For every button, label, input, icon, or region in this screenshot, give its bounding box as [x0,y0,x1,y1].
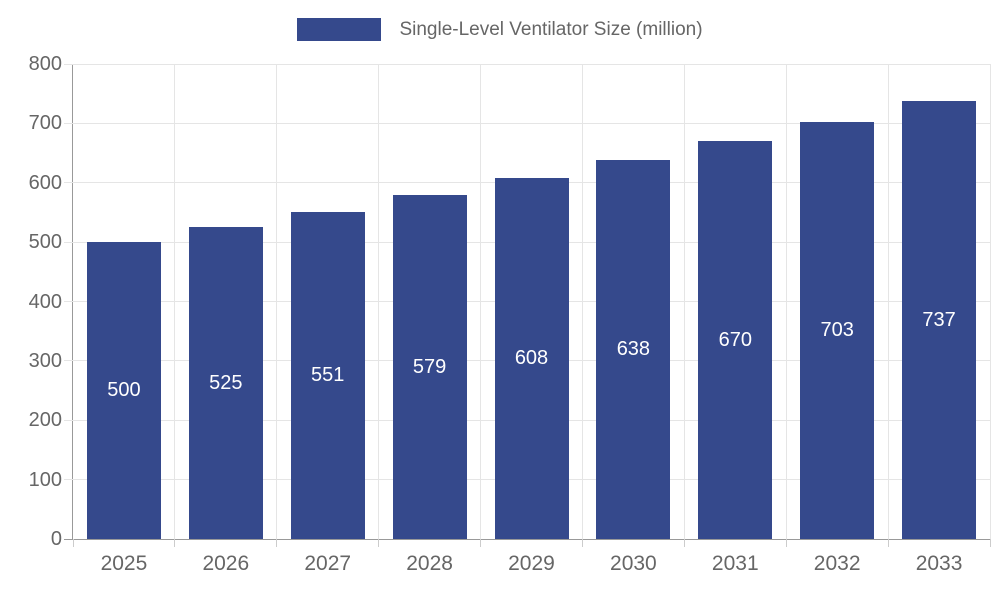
x-axis-line [64,539,990,540]
bar-2029: 608 [494,178,569,539]
x-tick-mark [174,539,176,547]
bar-2033: 737 [902,101,977,539]
x-tick-mark [72,539,74,547]
x-tick-mark [785,539,787,547]
bar-value-label: 737 [922,308,956,331]
legend-label: Single-Level Ventilator Size (million) [399,18,703,40]
bar-value-label: 638 [616,338,651,361]
x-tick-mark [276,539,278,547]
v-gridline [683,64,685,539]
v-gridline [276,64,278,539]
legend-swatch [297,18,382,41]
x-tick-mark [683,539,685,547]
bar-value-label: 608 [514,347,549,369]
v-gridline [378,64,380,539]
bar-value-label: 579 [412,355,447,378]
plot-area: 500 525 551 579 608 638 670 703 737 [64,63,991,547]
v-gridline [581,64,583,539]
bar-2025: 500 [86,242,161,539]
bar-value-label: 703 [820,318,854,341]
x-tick-label: 2028 [406,552,453,575]
y-tick-label: 500 [28,231,62,254]
y-tick-label: 100 [28,468,62,491]
x-tick-label: 2027 [304,552,352,575]
v-gridline [174,64,176,539]
bar-2032: 703 [800,121,875,539]
bar-2026: 525 [188,227,263,539]
x-tick-mark [480,539,482,547]
x-tick-label: 2026 [202,552,250,575]
bar-value-label: 670 [718,328,752,351]
x-tick-label: 2030 [610,552,657,575]
x-tick-mark [378,539,380,547]
x-tick-label: 2025 [100,552,148,575]
x-tick-label: 2033 [915,552,963,575]
y-tick-label: 400 [28,290,62,313]
v-gridline [785,64,787,539]
x-tick-label: 2032 [813,552,861,575]
bar-value-label: 525 [209,371,243,394]
h-gridline [64,122,990,124]
y-tick-label: 200 [28,409,62,432]
legend: Single-Level Ventilator Size (million) [0,18,1000,41]
y-tick-label: 800 [28,53,62,75]
bar-2028: 579 [392,195,467,539]
y-tick-label: 600 [28,171,62,194]
bar-value-label: 551 [311,363,345,386]
v-gridline [480,64,482,539]
x-tick-mark [581,539,583,547]
x-tick-label: 2029 [508,552,555,575]
v-gridline [989,64,991,539]
bar-value-label: 500 [107,379,141,402]
bar-2031: 670 [698,141,773,539]
x-tick-mark [989,539,991,547]
y-tick-label: 0 [50,528,62,550]
bar-2030: 638 [596,160,671,539]
y-tick-label: 700 [28,112,62,135]
bar-2027: 551 [290,211,365,539]
x-tick-mark [887,539,889,547]
x-tick-label: 2031 [711,552,759,575]
y-tick-label: 300 [28,349,62,372]
v-gridline [887,64,889,539]
h-gridline [64,63,990,65]
